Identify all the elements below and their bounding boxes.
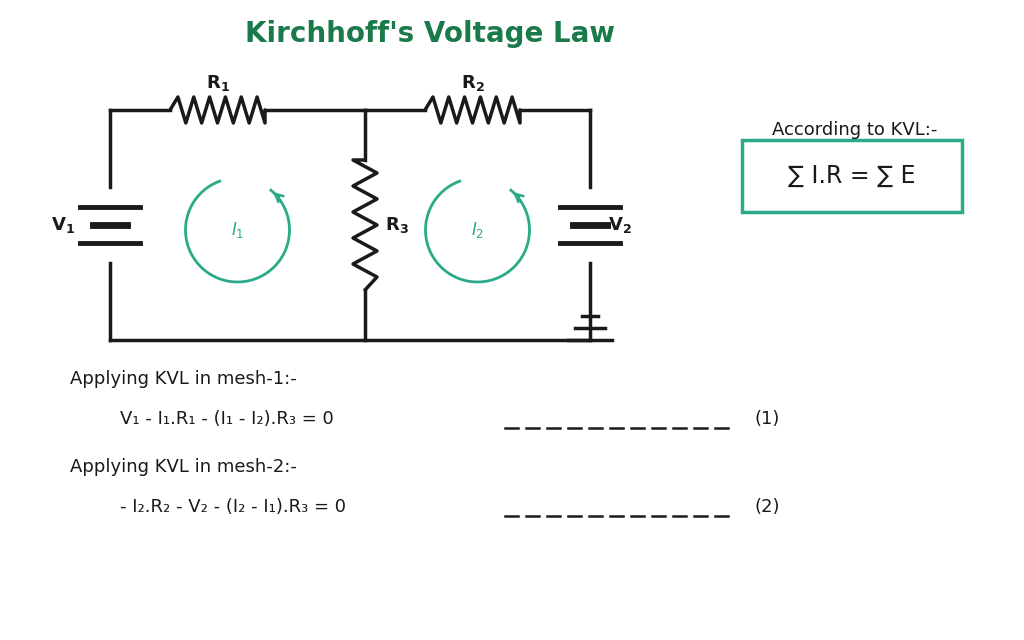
- Text: Applying KVL in mesh-2:-: Applying KVL in mesh-2:-: [70, 458, 297, 476]
- Text: According to KVL:-: According to KVL:-: [772, 121, 938, 139]
- Text: $I_2$: $I_2$: [471, 220, 484, 240]
- Text: $I_1$: $I_1$: [230, 220, 244, 240]
- Text: V₁ - I₁.R₁ - (I₁ - I₂).R₃ = 0: V₁ - I₁.R₁ - (I₁ - I₂).R₃ = 0: [120, 410, 334, 428]
- Text: Applying KVL in mesh-1:-: Applying KVL in mesh-1:-: [70, 370, 297, 388]
- Text: (2): (2): [755, 498, 780, 516]
- Text: - I₂.R₂ - V₂ - (I₂ - I₁).R₃ = 0: - I₂.R₂ - V₂ - (I₂ - I₁).R₃ = 0: [120, 498, 346, 516]
- Text: $\mathbf{R_2}$: $\mathbf{R_2}$: [461, 73, 484, 93]
- Text: $\mathbf{R_1}$: $\mathbf{R_1}$: [206, 73, 229, 93]
- Text: Kirchhoff's Voltage Law: Kirchhoff's Voltage Law: [245, 20, 615, 48]
- Text: $\mathbf{V_2}$: $\mathbf{V_2}$: [608, 215, 632, 235]
- Text: $\mathbf{R_3}$: $\mathbf{R_3}$: [385, 215, 409, 235]
- Text: ∑ I.R = ∑ E: ∑ I.R = ∑ E: [788, 164, 915, 188]
- Text: (1): (1): [755, 410, 780, 428]
- Text: $\mathbf{V_1}$: $\mathbf{V_1}$: [51, 215, 75, 235]
- FancyBboxPatch shape: [742, 140, 962, 212]
